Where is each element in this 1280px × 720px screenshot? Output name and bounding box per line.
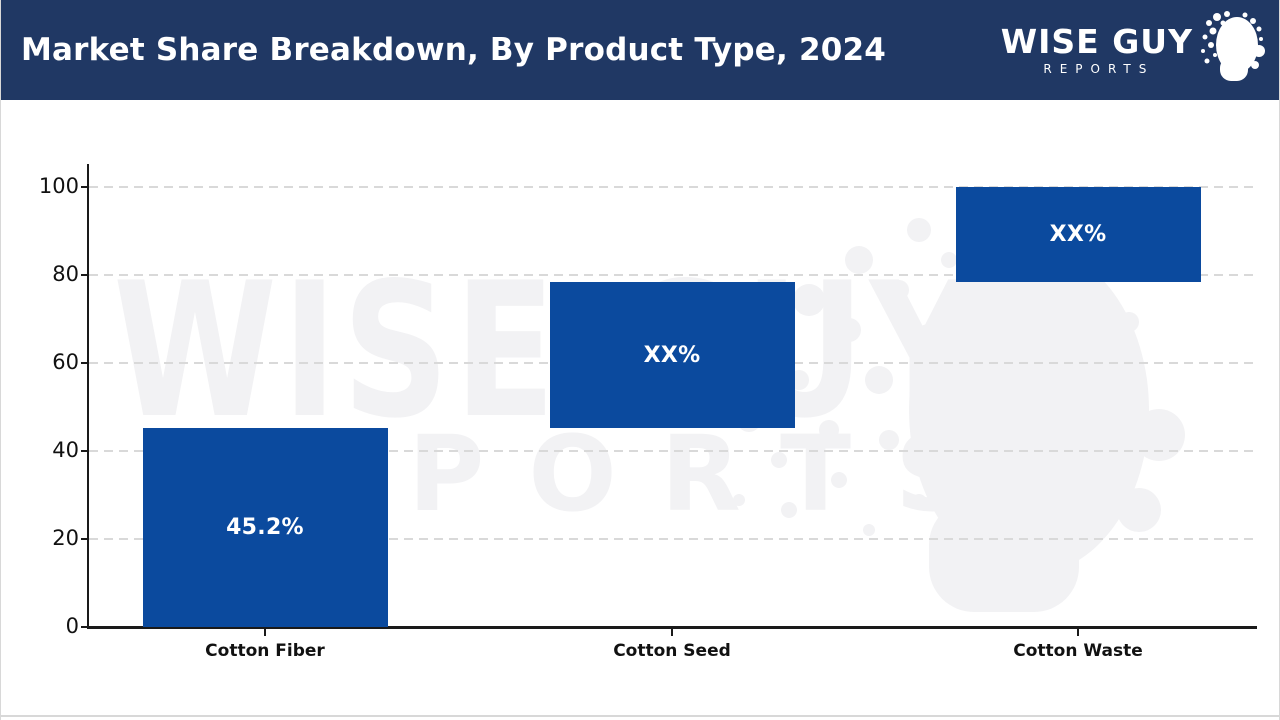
y-tick [81, 626, 89, 628]
y-tick-label: 60 [52, 350, 79, 374]
x-tick [1077, 629, 1079, 636]
gridline [89, 450, 1257, 452]
y-axis-line [87, 164, 89, 627]
y-tick-label: 100 [38, 174, 79, 198]
bar-cotton-fiber: 45.2% [142, 428, 388, 627]
plot: 0 20 40 60 80 100 45.2% Cotton Fiber XX% Cotton S… [1, 100, 1279, 716]
y-tick [81, 362, 89, 364]
y-tick-label: 80 [52, 262, 79, 286]
wise-guy-logo: WISE GUY REPORTS [1001, 11, 1265, 89]
y-tick [81, 186, 89, 188]
bar-value-label: 45.2% [226, 515, 304, 541]
gridline [89, 538, 1257, 540]
bar-value-label: XX% [1049, 222, 1107, 248]
x-axis-line [87, 626, 1257, 629]
x-category-label: Cotton Waste [1013, 641, 1143, 661]
bar-value-label: XX% [643, 342, 701, 368]
page-title: Market Share Breakdown, By Product Type,… [21, 32, 887, 68]
logo-name: WISE GUY [1000, 21, 1193, 61]
x-category-label: Cotton Seed [613, 641, 731, 661]
x-tick [671, 629, 673, 636]
y-tick-label: 40 [52, 438, 79, 462]
logo-wordmark: WISE GUY REPORTS [1000, 21, 1193, 76]
gridline [89, 274, 1257, 276]
x-tick [264, 629, 266, 636]
gridline [89, 186, 1257, 188]
head-dots-icon [1201, 11, 1265, 81]
y-tick [81, 450, 89, 452]
header: Market Share Breakdown, By Product Type,… [1, 0, 1279, 100]
x-category-label: Cotton Fiber [205, 641, 325, 661]
card-border [1, 715, 1279, 717]
chart-area: WISE GUY REPORTS [1, 100, 1279, 716]
y-tick [81, 538, 89, 540]
y-tick-label: 20 [52, 526, 79, 550]
bar-cotton-seed: XX% [549, 282, 795, 429]
logo-subtitle: REPORTS [1043, 61, 1155, 76]
bar-cotton-waste: XX% [955, 187, 1201, 283]
y-tick [81, 274, 89, 276]
y-tick-label: 0 [65, 614, 79, 638]
